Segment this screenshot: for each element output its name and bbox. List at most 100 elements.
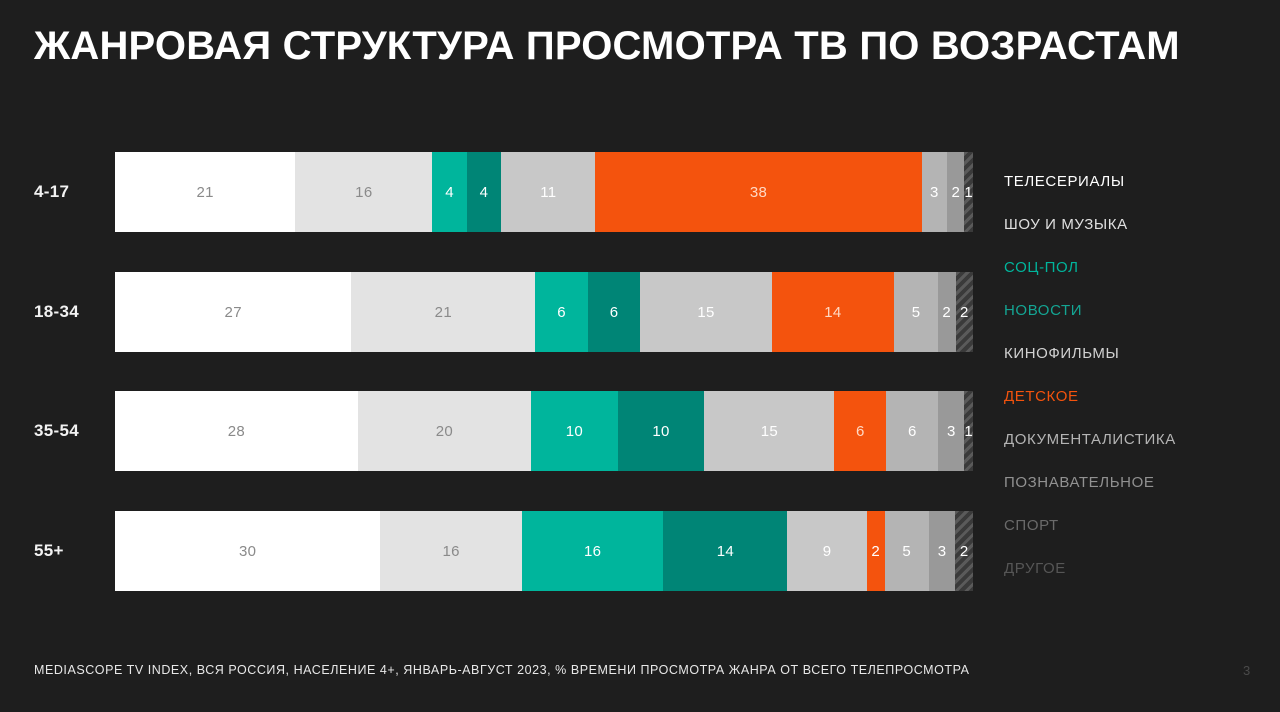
bar-segment-value: 2 [959, 542, 969, 560]
legend-item: ДЕТСКОЕ [1004, 388, 1079, 405]
bar-segment-value: 16 [355, 183, 373, 201]
chart-legend: ТЕЛЕСЕРИАЛЫ ШОУ И МУЗЫКА СОЦ-ПОЛ НОВОСТИ КИН… [1004, 160, 1274, 590]
legend-item: СПОРТ [1004, 517, 1059, 534]
chart-row: 4-17 21 16 4 4 11 38 3 2 1 [0, 152, 990, 232]
bar-segment-value: 10 [652, 422, 670, 440]
stacked-bar: 28 20 10 10 15 6 6 3 1 [115, 391, 973, 471]
bar-segment-value: 2 [951, 183, 961, 201]
row-category-label: 35-54 [34, 421, 79, 440]
bar-segment: 5 [884, 511, 929, 591]
bar-segment: 6 [535, 272, 588, 352]
bar-segment-value: 15 [697, 303, 715, 321]
legend-item: ДОКУМЕНТАЛИСТИКА [1004, 431, 1176, 448]
stacked-bar: 27 21 6 6 15 14 5 2 2 [115, 272, 973, 352]
page-number: 3 [1243, 663, 1251, 678]
bar-segment-value: 2 [942, 303, 952, 321]
bar-segment: 14 [771, 272, 895, 352]
bar-segment-value: 2 [959, 303, 969, 321]
chart-row: 18-34 27 21 6 6 15 14 5 2 2 [0, 272, 990, 352]
stacked-bar-chart: 4-17 21 16 4 4 11 38 3 2 1 18-34 27 21 6 6 15 14 5 2 2 35-54… [0, 140, 990, 610]
bar-segment: 6 [886, 391, 939, 471]
bar-segment: 2 [955, 272, 973, 352]
bar-segment-value: 5 [911, 303, 921, 321]
bar-segment-value: 3 [937, 542, 947, 560]
bar-segment: 21 [115, 152, 296, 232]
bar-segment-value: 6 [557, 303, 566, 321]
bar-segment-value: 3 [930, 183, 939, 201]
bar-segment: 2 [938, 272, 956, 352]
chart-row: 55+ 30 16 16 14 9 2 5 3 2 [0, 511, 990, 591]
bar-segment: 11 [501, 152, 596, 232]
bar-segment-value: 4 [445, 183, 454, 201]
bar-segment-value: 16 [442, 542, 460, 560]
bar-segment-value: 21 [196, 183, 214, 201]
bar-segment-value: 20 [435, 422, 453, 440]
bar-segment: 16 [380, 511, 522, 591]
bar-segment: 6 [834, 391, 887, 471]
bar-segment-value: 6 [609, 303, 619, 321]
bar-segment-value: 2 [871, 542, 881, 560]
bar-segment: 28 [115, 391, 358, 471]
legend-item: ТЕЛЕСЕРИАЛЫ [1004, 173, 1125, 190]
row-category-label: 18-34 [34, 302, 79, 321]
stacked-bar: 30 16 16 14 9 2 5 3 2 [115, 511, 973, 591]
bar-segment-value: 11 [540, 183, 557, 201]
bar-segment: 3 [938, 391, 965, 471]
bar-segment: 3 [921, 152, 948, 232]
legend-item: ПОЗНАВАТЕЛЬНОЕ [1004, 474, 1155, 491]
bar-segment: 15 [640, 272, 772, 352]
bar-segment-value: 5 [902, 542, 911, 560]
bar-segment-value: 15 [760, 422, 778, 440]
bar-segment-value: 1 [964, 183, 973, 201]
bar-segment-value: 6 [908, 422, 917, 440]
bar-segment: 1 [964, 152, 973, 232]
bar-segment-value: 3 [947, 422, 956, 440]
bar-segment: 3 [928, 511, 956, 591]
bar-segment-value: 14 [716, 542, 734, 560]
row-category-label: 4-17 [34, 182, 70, 201]
bar-segment: 20 [357, 391, 531, 471]
bar-segment: 21 [351, 272, 536, 352]
bar-segment-value: 4 [479, 183, 489, 201]
bar-segment-value: 27 [224, 303, 242, 321]
bar-segment: 5 [894, 272, 938, 352]
bar-segment: 38 [595, 152, 922, 232]
legend-item: ДРУГОЕ [1004, 560, 1066, 577]
bar-segment: 10 [617, 391, 705, 471]
bar-segment: 9 [787, 511, 867, 591]
bar-segment-value: 14 [824, 303, 842, 321]
chart-row: 35-54 28 20 10 10 15 6 6 3 1 [0, 391, 990, 471]
bar-segment-value: 1 [964, 422, 973, 440]
bar-segment-value: 30 [239, 542, 257, 560]
bar-segment: 4 [466, 152, 502, 232]
bar-segment: 4 [432, 152, 467, 232]
row-category-label: 55+ [34, 541, 64, 560]
page-title: ЖАНРОВАЯ СТРУКТУРА ПРОСМОТРА ТВ ПО ВОЗРА… [34, 24, 1180, 68]
stacked-bar: 21 16 4 4 11 38 3 2 1 [115, 152, 973, 232]
bar-segment-value: 9 [822, 542, 832, 560]
bar-segment-value: 6 [856, 422, 865, 440]
bar-segment: 16 [295, 152, 433, 232]
legend-item: КИНОФИЛЬМЫ [1004, 345, 1120, 362]
bar-segment: 15 [704, 391, 835, 471]
bar-segment: 6 [587, 272, 641, 352]
bar-segment-value: 16 [584, 542, 602, 560]
legend-item: ШОУ И МУЗЫКА [1004, 216, 1128, 233]
bar-segment: 14 [663, 511, 788, 591]
bar-segment: 10 [531, 391, 618, 471]
bar-segment: 2 [947, 152, 965, 232]
bar-segment: 30 [115, 511, 381, 591]
bar-segment: 2 [866, 511, 885, 591]
legend-item: СОЦ-ПОЛ [1004, 259, 1079, 276]
bar-segment: 1 [964, 391, 973, 471]
bar-segment: 2 [955, 511, 973, 591]
bar-segment-value: 38 [749, 183, 768, 201]
bar-segment: 27 [115, 272, 352, 352]
bar-segment-value: 10 [565, 422, 583, 440]
bar-segment-value: 21 [434, 303, 452, 321]
footer-source-note: MEDIASCOPE TV INDEX, ВСЯ РОССИЯ, НАСЕЛЕН… [34, 663, 970, 677]
legend-item: НОВОСТИ [1004, 302, 1083, 319]
bar-segment: 16 [521, 511, 664, 591]
bar-segment-value: 28 [227, 422, 245, 440]
